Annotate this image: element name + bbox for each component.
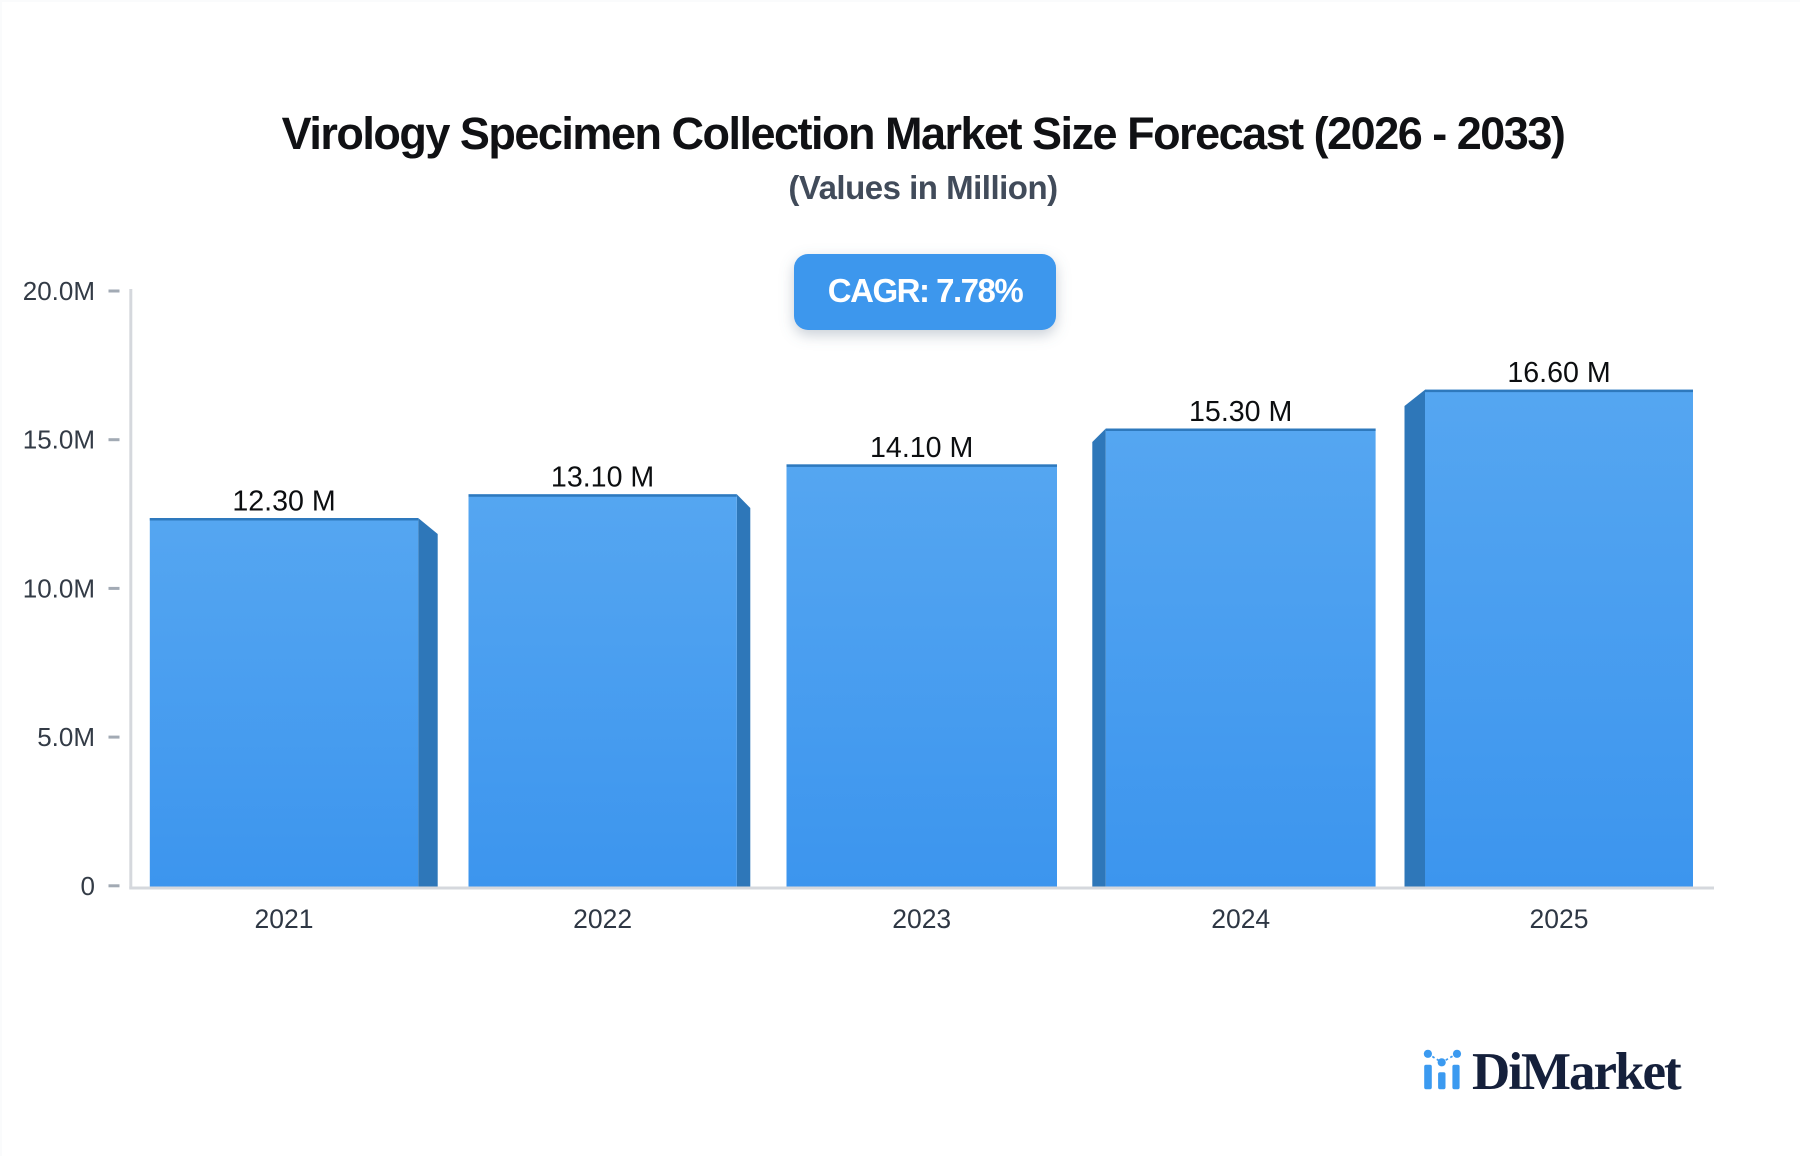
svg-text:2021: 2021 <box>255 904 314 934</box>
svg-text:Virology Specimen Collection M: Virology Specimen Collection Market Size… <box>282 108 1565 159</box>
svg-text:16.60 M: 16.60 M <box>1507 357 1610 389</box>
svg-text:2024: 2024 <box>1211 904 1270 934</box>
svg-text:12.30 M: 12.30 M <box>232 485 335 517</box>
svg-text:0: 0 <box>81 871 95 901</box>
svg-text:10.0M: 10.0M <box>23 573 95 603</box>
svg-text:CAGR: 7.78%: CAGR: 7.78% <box>828 272 1024 309</box>
svg-text:13.10 M: 13.10 M <box>551 462 654 494</box>
svg-text:20.0M: 20.0M <box>23 276 95 306</box>
svg-text:2025: 2025 <box>1530 904 1589 934</box>
svg-text:2023: 2023 <box>892 904 951 934</box>
svg-text:15.30 M: 15.30 M <box>1189 396 1292 428</box>
svg-text:5.0M: 5.0M <box>37 722 95 752</box>
svg-text:DiMarket: DiMarket <box>1472 1043 1682 1101</box>
svg-text:15.0M: 15.0M <box>23 425 95 455</box>
svg-text:14.10 M: 14.10 M <box>870 432 973 464</box>
svg-text:2022: 2022 <box>573 904 632 934</box>
svg-text:(Values in Million): (Values in Million) <box>788 169 1057 206</box>
